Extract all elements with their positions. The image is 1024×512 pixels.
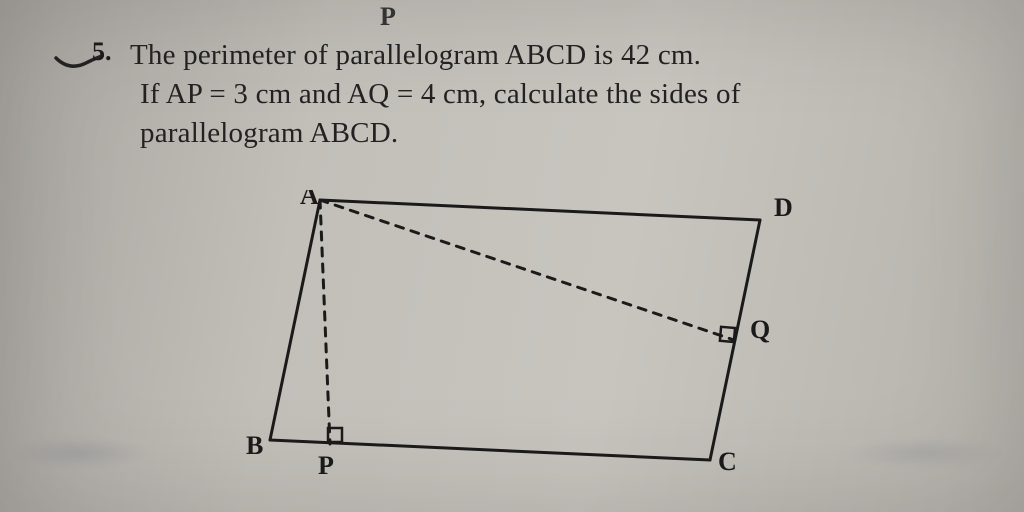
- question-line-3: parallelogram ABCD.: [140, 114, 950, 153]
- stray-label-p: P: [380, 2, 396, 32]
- vertex-label-q: Q: [750, 315, 770, 344]
- question-number-mark: 5.: [52, 38, 122, 80]
- vertex-label-d: D: [774, 193, 793, 222]
- vertex-label-a: A: [300, 190, 319, 210]
- question-text: The perimeter of parallelogram ABCD is 4…: [130, 36, 950, 153]
- paper-smudge: [10, 438, 150, 468]
- vertex-label-p: P: [318, 451, 334, 480]
- parallelogram-diagram: A D B C P Q: [240, 190, 800, 480]
- vertex-label-c: C: [718, 447, 737, 476]
- question-line-2: If AP = 3 cm and AQ = 4 cm, calculate th…: [140, 75, 950, 114]
- paper-smudge: [844, 438, 1004, 468]
- question-line-1: The perimeter of parallelogram ABCD is 4…: [130, 39, 701, 71]
- vertex-label-b: B: [246, 431, 263, 460]
- question-number: 5.: [92, 38, 112, 66]
- page: P 5. The perimeter of parallelogram ABCD…: [0, 0, 1024, 512]
